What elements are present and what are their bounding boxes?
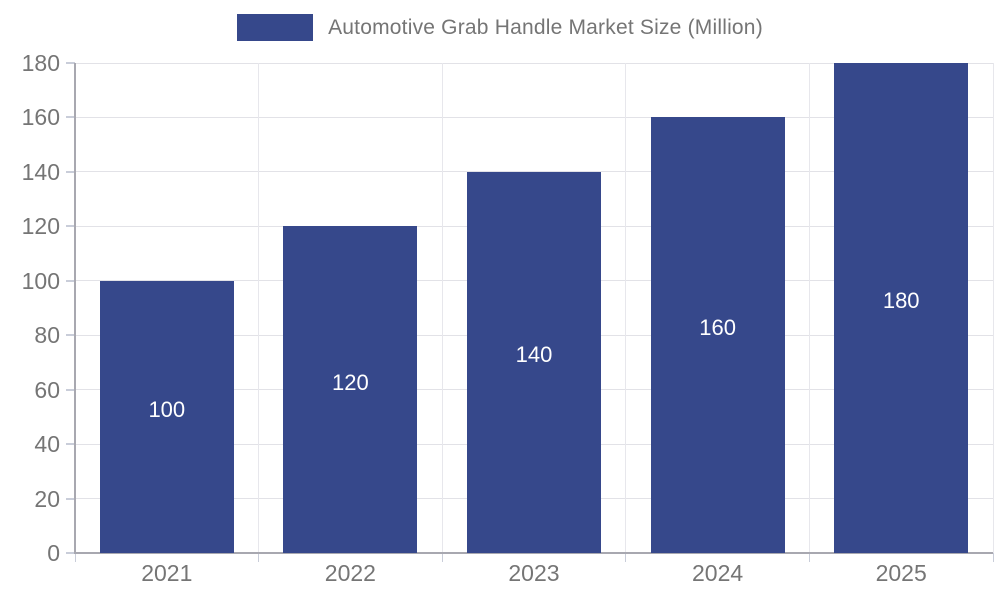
bar-2022[interactable]: 120 — [283, 226, 418, 553]
gridline-horizontal — [75, 116, 993, 118]
y-tick-label: 80 — [34, 322, 60, 349]
x-axis-tick — [441, 553, 443, 562]
y-tick-label: 140 — [21, 158, 60, 185]
gridline-vertical — [625, 63, 627, 553]
y-axis-tick — [66, 443, 75, 446]
legend[interactable]: Automotive Grab Handle Market Size (Mill… — [0, 14, 1000, 41]
bar-2024[interactable]: 160 — [650, 117, 785, 553]
y-axis-tick — [66, 497, 75, 500]
bar-2021[interactable]: 100 — [99, 280, 234, 553]
y-axis-line — [74, 63, 76, 553]
y-axis-tick — [66, 116, 75, 119]
x-tick-label: 2024 — [692, 560, 744, 586]
x-tick-label: 2021 — [141, 560, 193, 586]
y-tick-label: 180 — [21, 50, 60, 76]
bar-value-label: 140 — [515, 342, 553, 368]
x-axis-tick — [992, 553, 994, 562]
bar-value-label: 100 — [148, 396, 186, 422]
x-tick-label: 2025 — [875, 560, 927, 586]
y-axis-tick — [66, 279, 75, 282]
legend-swatch — [237, 14, 314, 41]
x-axis-tick — [258, 553, 260, 562]
y-axis-tick — [66, 170, 75, 173]
y-axis-tick — [66, 334, 75, 337]
x-axis-tick — [625, 553, 627, 562]
y-axis-tick — [66, 552, 75, 554]
y-tick-label: 120 — [21, 213, 60, 240]
gridline-vertical — [258, 63, 260, 553]
y-axis-tick — [66, 62, 75, 64]
bar-2023[interactable]: 140 — [467, 171, 601, 553]
gridline-vertical — [808, 63, 810, 553]
bar-value-label: 180 — [882, 288, 920, 313]
y-tick-label: 0 — [47, 540, 60, 566]
x-axis-line — [74, 552, 993, 554]
y-axis-tick — [66, 388, 75, 391]
gridline-horizontal — [75, 62, 993, 64]
bar-value-label: 120 — [332, 369, 369, 395]
y-tick-label: 160 — [21, 104, 60, 131]
y-axis-tick — [66, 225, 75, 228]
gridline-vertical — [441, 63, 443, 553]
x-tick-label: 2023 — [508, 560, 560, 586]
x-axis-tick — [808, 553, 810, 562]
gridline-vertical — [992, 63, 994, 553]
y-tick-label: 20 — [34, 485, 60, 512]
y-tick-label: 100 — [21, 267, 60, 294]
y-tick-label: 60 — [34, 376, 60, 403]
bar-2025[interactable]: 180 — [834, 63, 969, 553]
bar-value-label: 160 — [699, 315, 736, 341]
x-tick-label: 2022 — [324, 560, 376, 586]
x-axis-tick — [74, 553, 76, 562]
y-tick-label: 40 — [34, 431, 60, 458]
legend-label: Automotive Grab Handle Market Size (Mill… — [328, 15, 763, 39]
